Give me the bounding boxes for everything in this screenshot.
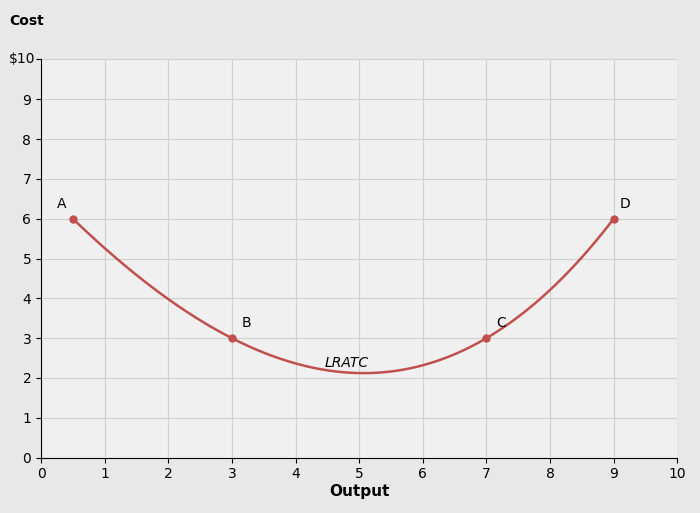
Text: B: B bbox=[241, 316, 251, 330]
Text: D: D bbox=[620, 197, 631, 211]
X-axis label: Output: Output bbox=[329, 484, 389, 499]
Text: A: A bbox=[57, 197, 66, 211]
Text: LRATC: LRATC bbox=[324, 356, 368, 370]
Text: $10: $10 bbox=[9, 51, 36, 66]
Text: C: C bbox=[496, 316, 505, 330]
Text: Cost: Cost bbox=[9, 14, 44, 28]
